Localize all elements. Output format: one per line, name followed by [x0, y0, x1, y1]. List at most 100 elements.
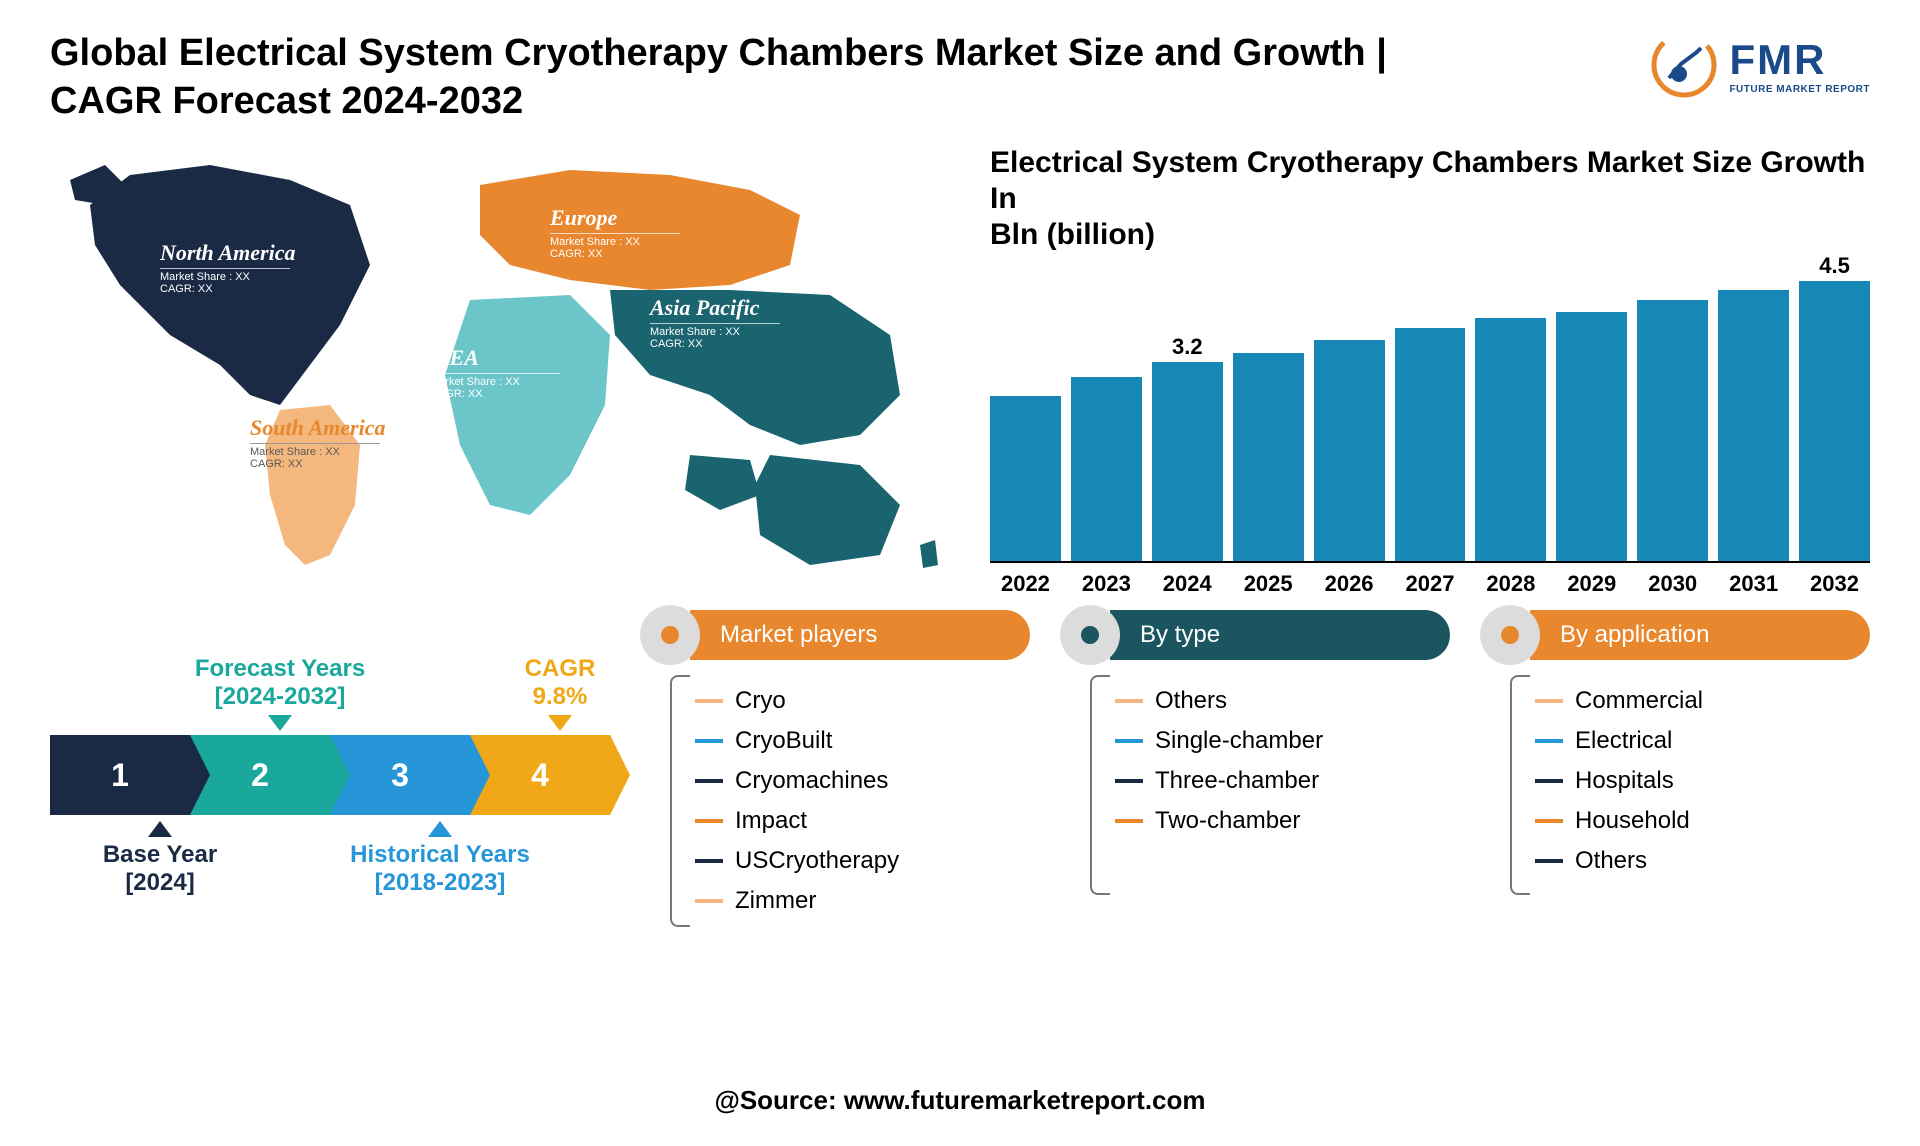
- cat-list: Cryo CryoBuilt Cryomachines Impact USCryothe…: [695, 681, 1030, 921]
- dash-icon: [695, 699, 723, 703]
- dash-icon: [1535, 779, 1563, 783]
- bar-chart: Electrical System Cryotherapy Chambers M…: [990, 145, 1870, 575]
- xlabel-2032: 2032: [1799, 571, 1870, 597]
- cat-item: Household: [1535, 801, 1870, 841]
- cat-item-label: Electrical: [1575, 727, 1672, 755]
- xlabel-2022: 2022: [990, 571, 1061, 597]
- region-label-mea: MEAMarket Share : XXCAGR: XX: [430, 345, 560, 400]
- timeline-seg-1: 1: [50, 735, 190, 815]
- region-label-ap: Asia PacificMarket Share : XXCAGR: XX: [650, 295, 780, 350]
- cat-item: Zimmer: [695, 881, 1030, 921]
- dash-icon: [1535, 859, 1563, 863]
- cat-item: Electrical: [1535, 721, 1870, 761]
- dash-icon: [695, 859, 723, 863]
- bar-value-label: 3.2: [1172, 334, 1203, 360]
- cat-header: By application: [1480, 605, 1870, 665]
- cat-list: Others Single-chamber Three-chamber Two-cha…: [1115, 681, 1450, 841]
- cat-title: Market players: [690, 610, 1030, 660]
- dash-icon: [1115, 739, 1143, 743]
- bracket-icon: [670, 675, 690, 927]
- category-0: Market players Cryo CryoBuilt Cryomachines I…: [640, 605, 1030, 921]
- cat-item-label: Two-chamber: [1155, 807, 1300, 835]
- chart-title: Electrical System Cryotherapy Chambers M…: [990, 145, 1870, 253]
- cat-item-label: Household: [1575, 807, 1690, 835]
- bar-2024: 3.2: [1152, 362, 1223, 561]
- page-title: Global Electrical System Cryotherapy Cha…: [50, 30, 1387, 125]
- cat-item: Cryo: [695, 681, 1030, 721]
- xlabel-2029: 2029: [1556, 571, 1627, 597]
- dash-icon: [1535, 699, 1563, 703]
- xlabel-2024: 2024: [1152, 571, 1223, 597]
- cat-title: By type: [1110, 610, 1450, 660]
- cat-item: Three-chamber: [1115, 761, 1450, 801]
- category-2: By application Commercial Electrical Hospit…: [1480, 605, 1870, 921]
- bar-2022: [990, 396, 1061, 561]
- bar-2023: [1071, 377, 1142, 561]
- bracket-icon: [1090, 675, 1110, 895]
- dash-icon: [695, 739, 723, 743]
- bullet-icon: [1480, 605, 1540, 665]
- xlabel-2026: 2026: [1314, 571, 1385, 597]
- dash-icon: [695, 819, 723, 823]
- cat-item-label: Impact: [735, 807, 807, 835]
- dash-icon: [1535, 739, 1563, 743]
- region-label-na: North AmericaMarket Share : XXCAGR: XX: [160, 240, 295, 295]
- xlabel-2028: 2028: [1475, 571, 1546, 597]
- timeline-panel: Forecast Years[2024-2032]CAGR9.8% 1234 B…: [50, 605, 610, 921]
- timeline-seg-4: 4: [470, 735, 610, 815]
- bar-2031: [1718, 290, 1789, 561]
- xlabel-2030: 2030: [1637, 571, 1708, 597]
- cat-item: Single-chamber: [1115, 721, 1450, 761]
- bar-2025: [1233, 353, 1304, 561]
- cat-item-label: Others: [1575, 847, 1647, 875]
- bar-2028: [1475, 318, 1546, 561]
- bar-value-label: 4.5: [1819, 253, 1850, 279]
- cat-header: Market players: [640, 605, 1030, 665]
- timeline-label-bottom: Base Year[2024]: [50, 821, 270, 897]
- bar-2027: [1395, 328, 1466, 561]
- cat-item-label: CryoBuilt: [735, 727, 832, 755]
- cat-item: Others: [1115, 681, 1450, 721]
- cat-item-label: Zimmer: [735, 887, 816, 915]
- cat-item-label: Others: [1155, 687, 1227, 715]
- cat-item-label: Three-chamber: [1155, 767, 1319, 795]
- logo-sub: FUTURE MARKET REPORT: [1729, 84, 1870, 95]
- dash-icon: [1115, 699, 1143, 703]
- dash-icon: [695, 899, 723, 903]
- logo-icon: [1649, 30, 1719, 100]
- logo-text: FMR FUTURE MARKET REPORT: [1729, 36, 1870, 95]
- logo: FMR FUTURE MARKET REPORT: [1649, 30, 1870, 100]
- cat-item: Cryomachines: [695, 761, 1030, 801]
- cat-item-label: Cryomachines: [735, 767, 888, 795]
- bullet-icon: [640, 605, 700, 665]
- xlabel-2025: 2025: [1233, 571, 1304, 597]
- timeline-seg-3: 3: [330, 735, 470, 815]
- bracket-icon: [1510, 675, 1530, 895]
- cat-item: Impact: [695, 801, 1030, 841]
- timeline-seg-2: 2: [190, 735, 330, 815]
- header: Global Electrical System Cryotherapy Cha…: [50, 30, 1870, 125]
- dash-icon: [1115, 819, 1143, 823]
- bullet-icon: [1060, 605, 1120, 665]
- dash-icon: [695, 779, 723, 783]
- xlabel-2027: 2027: [1395, 571, 1466, 597]
- cat-item-label: Hospitals: [1575, 767, 1674, 795]
- world-map: North AmericaMarket Share : XXCAGR: XX So…: [50, 145, 950, 575]
- timeline-label-top: Forecast Years[2024-2032]: [190, 655, 370, 731]
- bar-2029: [1556, 312, 1627, 561]
- region-label-sa: South AmericaMarket Share : XXCAGR: XX: [250, 415, 386, 470]
- cat-item-label: USCryotherapy: [735, 847, 899, 875]
- cat-header: By type: [1060, 605, 1450, 665]
- category-1: By type Others Single-chamber Three-chamber…: [1060, 605, 1450, 921]
- cat-list: Commercial Electrical Hospitals Household Ot…: [1535, 681, 1870, 881]
- cat-item-label: Single-chamber: [1155, 727, 1323, 755]
- timeline-label-top: CAGR9.8%: [470, 655, 650, 731]
- source-attribution: @Source: www.futuremarketreport.com: [714, 1085, 1205, 1116]
- timeline-label-bottom: Historical Years[2018-2023]: [330, 821, 550, 897]
- cat-item-label: Cryo: [735, 687, 786, 715]
- cat-item: Hospitals: [1535, 761, 1870, 801]
- dash-icon: [1535, 819, 1563, 823]
- timeline: 1234: [50, 735, 610, 815]
- cat-item-label: Commercial: [1575, 687, 1703, 715]
- bar-2030: [1637, 300, 1708, 561]
